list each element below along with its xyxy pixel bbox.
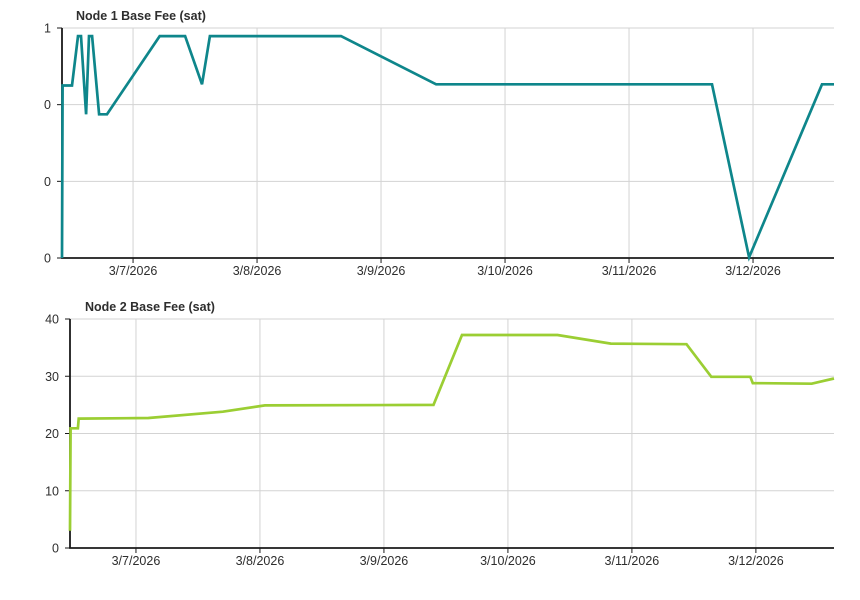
- x-tick-label: 3/11/2026: [605, 554, 660, 568]
- x-tick-label: 3/9/2026: [360, 554, 409, 568]
- y-tick-label: 30: [45, 370, 59, 384]
- x-tick-label: 3/8/2026: [233, 264, 282, 278]
- x-tick-label: 3/12/2026: [725, 264, 781, 278]
- x-tick-label: 3/9/2026: [357, 264, 406, 278]
- series-line: [60, 34, 834, 262]
- node2-base-fee-chart: Node 2 Base Fee (sat) 3/7/2026 3/8/2026 3/…: [45, 300, 835, 568]
- y-tick-label: 0: [44, 175, 51, 189]
- x-tick-label: 3/11/2026: [602, 264, 657, 278]
- y-tick-label: 0: [44, 98, 51, 112]
- y-tick-label: 1: [44, 22, 51, 36]
- node1-base-fee-chart: Node 1 Base Fee (sat) 3/7/2026 3/8/2026 3/…: [44, 9, 834, 278]
- series-line: [68, 333, 835, 531]
- x-tick-label: 3/12/2026: [728, 554, 784, 568]
- x-tick-label: 3/7/2026: [109, 264, 158, 278]
- x-tick-label: 3/7/2026: [112, 554, 161, 568]
- y-tick-label: 0: [44, 252, 51, 266]
- x-tick-label: 3/10/2026: [477, 264, 533, 278]
- node1-chart-title: Node 1 Base Fee (sat): [76, 9, 206, 23]
- x-tick-label: 3/8/2026: [236, 554, 285, 568]
- node2-chart-title: Node 2 Base Fee (sat): [85, 300, 215, 314]
- y-tick-label: 20: [45, 427, 59, 441]
- y-tick-label: 10: [45, 484, 59, 498]
- x-tick-label: 3/10/2026: [480, 554, 536, 568]
- y-tick-label: 0: [52, 542, 59, 556]
- y-tick-label: 40: [45, 313, 59, 327]
